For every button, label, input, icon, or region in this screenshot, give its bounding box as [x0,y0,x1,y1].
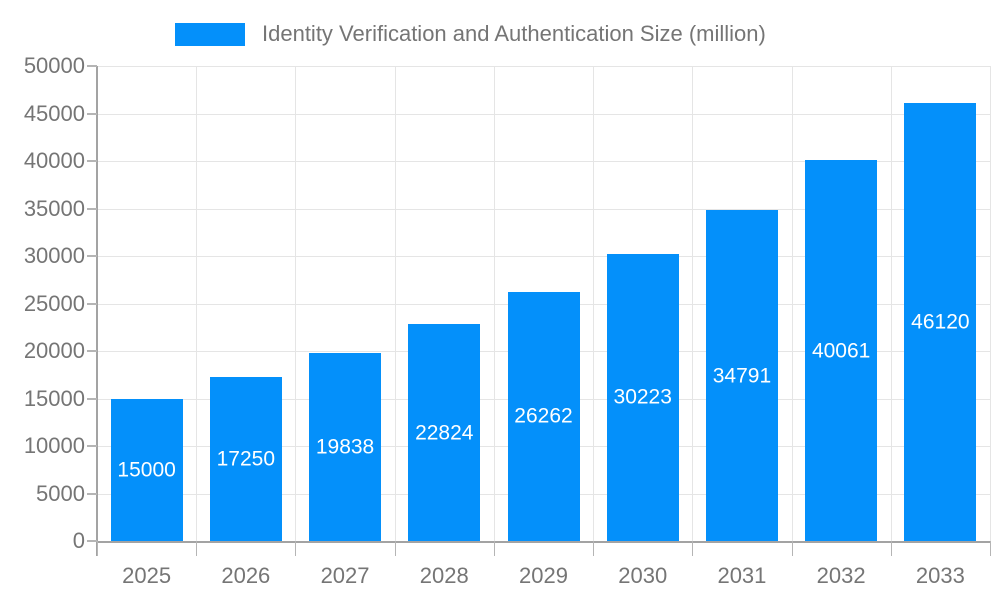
gridline-vertical [791,66,793,541]
x-axis-tick-label: 2029 [519,563,568,588]
x-axis-tick-label: 2027 [320,563,370,588]
y-axis-tick-label: 20000 [23,338,85,363]
y-axis-tick-label: 15000 [23,385,85,411]
legend-label: Identity Verification and Authentication… [262,21,766,46]
bar-value-label: 34791 [712,364,772,388]
bar-2033[interactable]: 46120 [904,102,977,541]
bar-value-label: 46120 [911,310,970,334]
x-tick-mark [295,541,297,556]
bar-2030[interactable]: 30223 [606,253,679,541]
x-tick-mark [692,541,694,556]
bar-2028[interactable]: 22824 [408,324,481,541]
gridline-vertical [295,66,297,541]
y-tick-mark [87,445,97,447]
y-axis-tick-label: 25000 [23,290,85,316]
bar-2029[interactable]: 26262 [507,291,580,541]
y-tick-mark [87,255,97,257]
y-axis-tick-label: 35000 [23,195,85,221]
x-axis-tick-label: 2025 [122,563,172,588]
bar-value-label: 40061 [811,339,871,363]
y-tick-mark [87,112,97,115]
gridline-vertical [692,66,694,541]
bar-value-label: 15000 [117,458,176,482]
x-tick-mark [593,541,595,556]
y-axis-tick-label: 45000 [23,100,85,126]
bar-2027[interactable]: 19838 [309,352,382,541]
gridline-vertical [196,66,198,541]
y-axis-tick-label: 10000 [23,433,85,458]
gridline-horizontal [97,256,990,257]
y-tick-mark [87,207,97,210]
gridline-horizontal [97,161,990,162]
y-axis-tick-label: 30000 [23,243,85,268]
bar-2032[interactable]: 40061 [805,160,878,541]
gridline-vertical [394,66,396,541]
x-axis-tick-label: 2030 [618,563,668,588]
x-tick-mark [493,541,495,556]
bar-value-label: 26262 [514,404,573,428]
bar-value-label: 19838 [315,435,375,459]
gridline-vertical [890,66,892,541]
y-axis-tick-label: 0 [72,528,85,553]
y-axis-tick-label: 50000 [23,53,85,78]
bar-value-label: 17250 [216,447,276,471]
y-tick-mark [87,302,97,305]
x-axis-tick-label: 2032 [816,563,866,588]
legend-swatch [175,22,245,46]
gridline-vertical [493,66,495,541]
gridline-horizontal [97,113,990,115]
x-tick-mark [890,541,892,556]
y-tick-mark [87,160,97,162]
y-axis-line [96,66,98,556]
bar-2031[interactable]: 34791 [705,210,778,541]
x-tick-mark [990,541,991,556]
x-tick-mark [394,541,396,556]
bar-value-label: 30223 [613,385,672,409]
gridline-vertical [990,66,991,541]
y-tick-mark [87,540,97,542]
x-axis-tick-label: 2033 [915,563,965,588]
legend[interactable]: Identity Verification and Authentication… [175,21,766,47]
gridline-horizontal [97,66,990,67]
y-tick-mark [87,492,97,495]
x-axis-tick-label: 2026 [221,563,271,588]
x-tick-mark [791,541,793,556]
y-tick-mark [87,65,97,67]
gridline-vertical [593,66,595,541]
y-tick-mark [87,397,97,400]
x-axis-line [97,541,990,543]
x-axis-tick-label: 2028 [419,563,469,588]
x-tick-mark [196,541,198,556]
bar-2025[interactable]: 15000 [110,398,183,541]
x-tick-mark [97,541,98,556]
y-tick-mark [87,350,97,352]
y-axis-tick-label: 40000 [23,148,85,173]
x-axis-tick-label: 2031 [717,563,767,588]
bar-2026[interactable]: 17250 [209,377,282,541]
y-axis-tick-label: 5000 [36,480,85,506]
gridline-horizontal [97,208,990,210]
bar-value-label: 22824 [415,421,474,445]
